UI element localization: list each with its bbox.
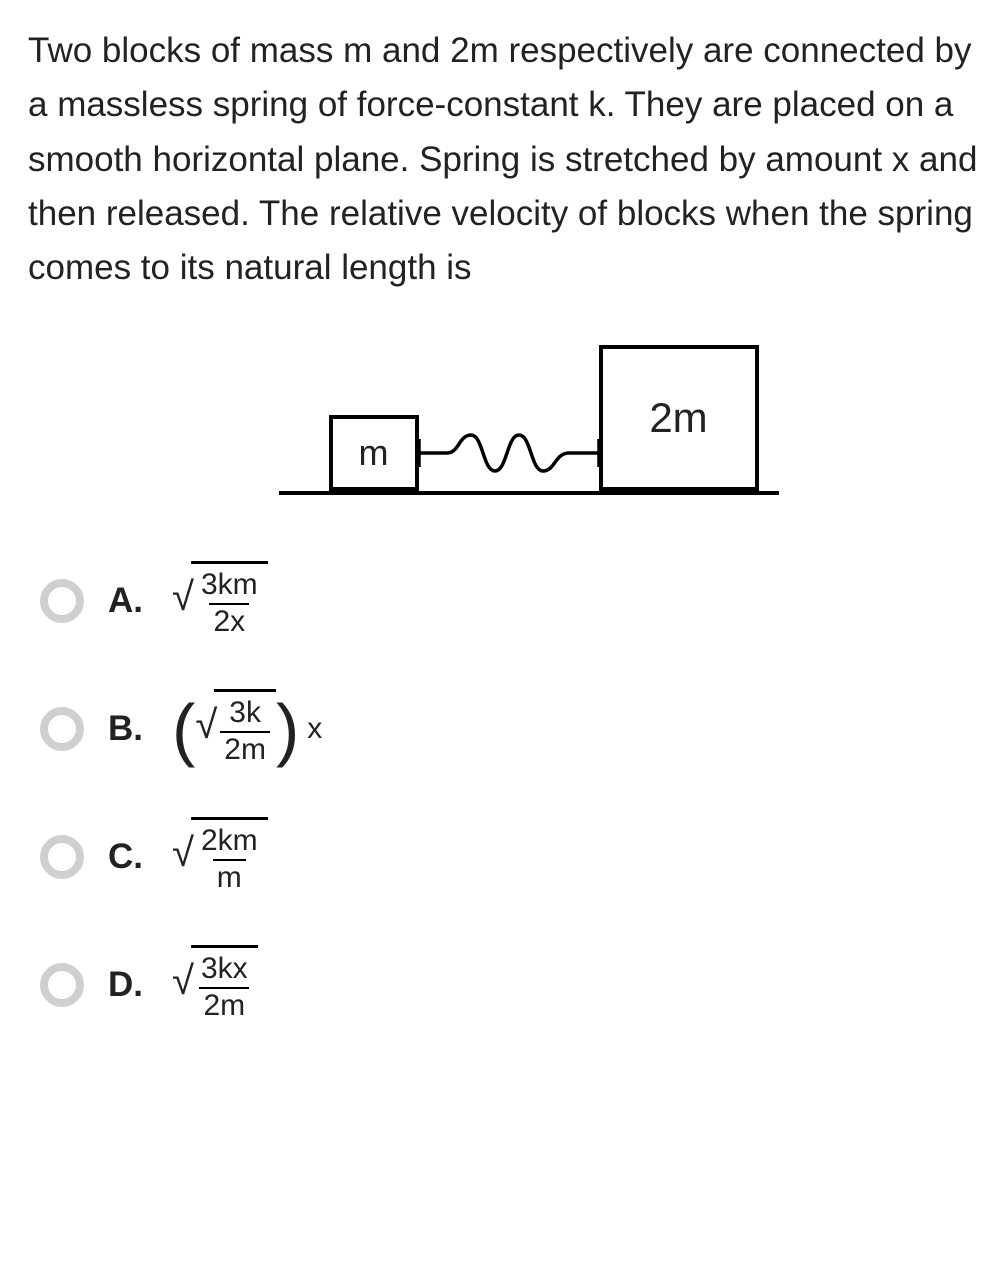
option-formula: √ 3kx 2m: [172, 945, 258, 1025]
option-letter: B.: [108, 709, 148, 749]
denominator: 2m: [199, 987, 249, 1024]
denominator: 2m: [220, 731, 270, 768]
spring: [419, 433, 599, 473]
option-formula: ( √ 3k 2m ) x: [172, 689, 322, 769]
diagram: m 2m: [329, 345, 759, 491]
option-formula: √ 2km m: [172, 817, 268, 897]
radical-icon: √: [195, 705, 217, 785]
option-a[interactable]: A. √ 3km 2x: [40, 561, 979, 641]
radio-icon[interactable]: [40, 579, 84, 623]
options-list: A. √ 3km 2x B. ( √ 3k: [28, 561, 979, 1025]
numerator: 3kx: [197, 952, 252, 987]
question-text: Two blocks of mass m and 2m respectively…: [28, 24, 979, 295]
radical-icon: √: [172, 961, 194, 1041]
denominator: 2x: [209, 603, 249, 640]
numerator: 3k: [225, 696, 265, 731]
option-d[interactable]: D. √ 3kx 2m: [40, 945, 979, 1025]
block-small: m: [329, 415, 419, 491]
numerator: 3km: [197, 568, 262, 603]
option-formula: √ 3km 2x: [172, 561, 268, 641]
left-paren: (: [172, 698, 195, 761]
option-c[interactable]: C. √ 2km m: [40, 817, 979, 897]
option-letter: C.: [108, 837, 148, 877]
block-large: 2m: [599, 345, 759, 491]
numerator: 2km: [197, 824, 262, 859]
radical-icon: √: [172, 833, 194, 913]
option-letter: D.: [108, 965, 148, 1005]
radio-icon[interactable]: [40, 835, 84, 879]
option-letter: A.: [108, 581, 148, 621]
radical-icon: √: [172, 577, 194, 657]
radio-icon[interactable]: [40, 963, 84, 1007]
denominator: m: [213, 859, 246, 896]
ground-line: [279, 491, 779, 495]
right-paren: ): [276, 698, 299, 761]
radio-icon[interactable]: [40, 707, 84, 751]
suffix-x: x: [307, 712, 322, 746]
option-b[interactable]: B. ( √ 3k 2m ) x: [40, 689, 979, 769]
diagram-container: m 2m: [28, 345, 979, 491]
